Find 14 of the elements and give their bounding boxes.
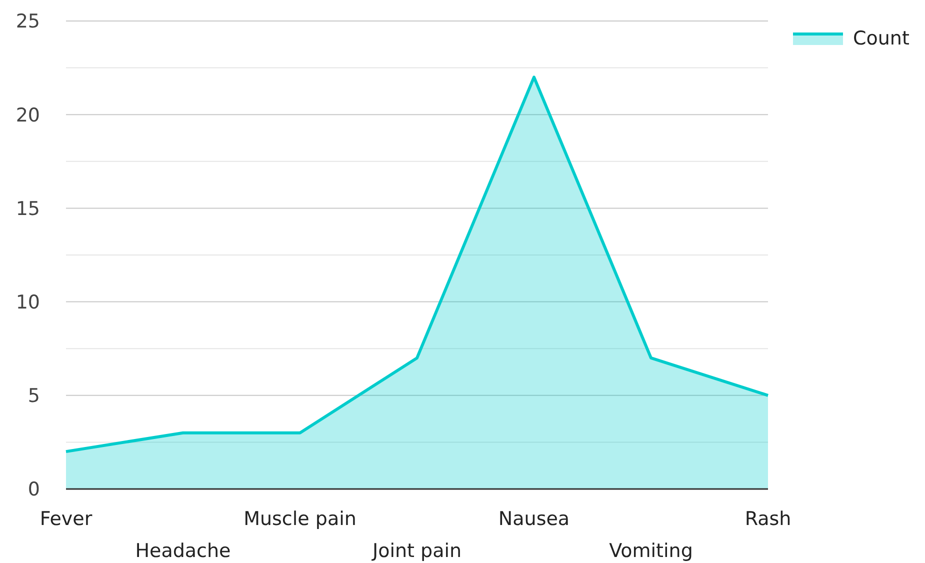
y-tick-label: 10 <box>16 291 40 314</box>
x-tick-label: Fever <box>40 508 92 530</box>
x-tick-label: Nausea <box>498 508 570 530</box>
legend-label: Count <box>853 28 910 50</box>
x-tick-label: Joint pain <box>371 540 462 562</box>
x-tick-label: Muscle pain <box>244 508 356 530</box>
x-tick-label: Vomiting <box>609 540 693 562</box>
y-tick-label: 0 <box>28 478 40 501</box>
y-tick-label: 5 <box>28 385 40 408</box>
y-tick-label: 25 <box>16 10 40 33</box>
x-tick-label: Headache <box>135 540 231 562</box>
x-tick-label: Rash <box>744 508 792 530</box>
y-tick-label: 15 <box>16 198 40 220</box>
y-tick-label: 20 <box>16 104 40 126</box>
